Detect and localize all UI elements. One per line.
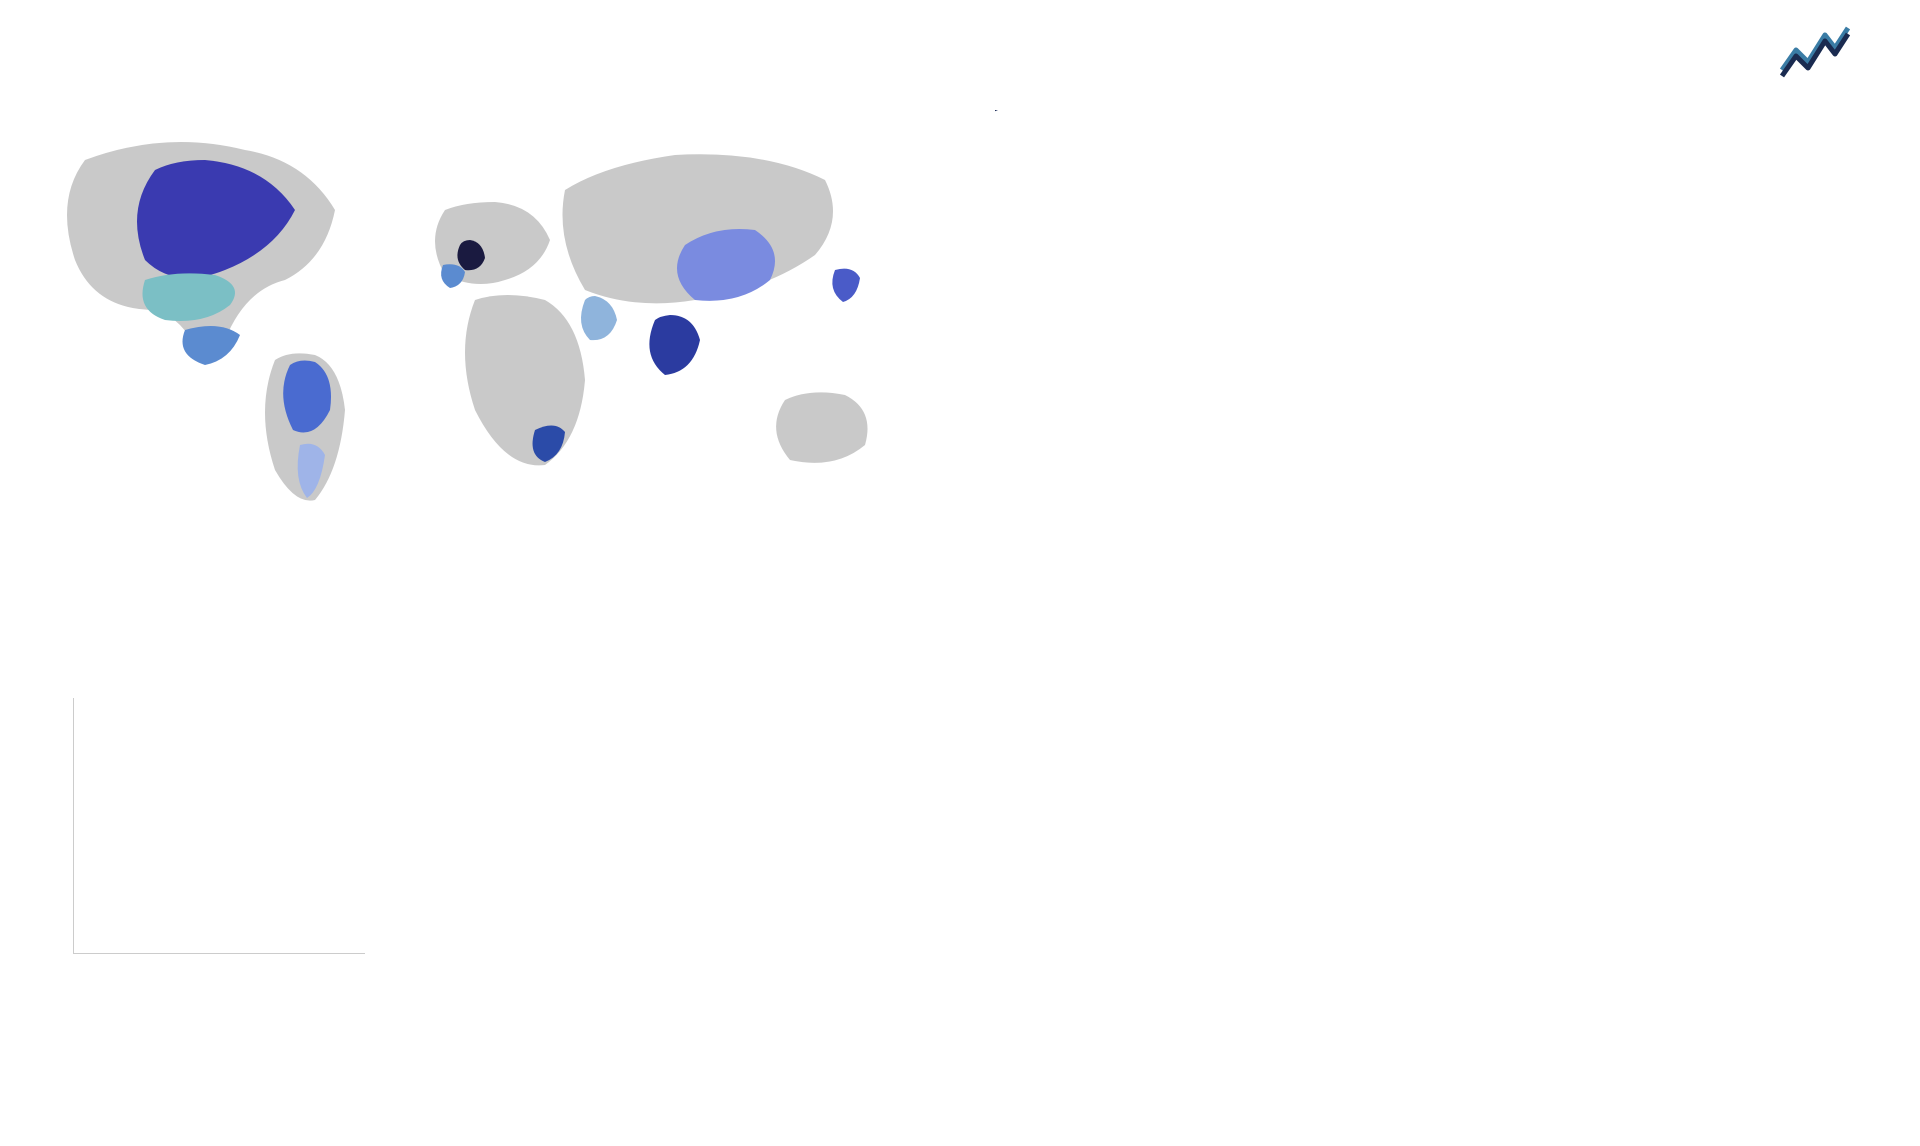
logo [1780,20,1860,80]
regional-section [1272,680,1860,1050]
players-bars [764,698,1222,702]
regional-donut-chart [1272,698,1532,958]
world-map [45,110,965,510]
top-row [45,110,1860,510]
bottom-row [45,680,1860,1050]
segmentation-chart [45,698,365,978]
main-forecast-chart [995,110,1860,510]
players-labels [634,698,744,702]
segmentation-section [45,680,584,1050]
logo-icon [1780,20,1850,80]
world-map-svg [45,110,965,510]
players-section [634,680,1222,1050]
